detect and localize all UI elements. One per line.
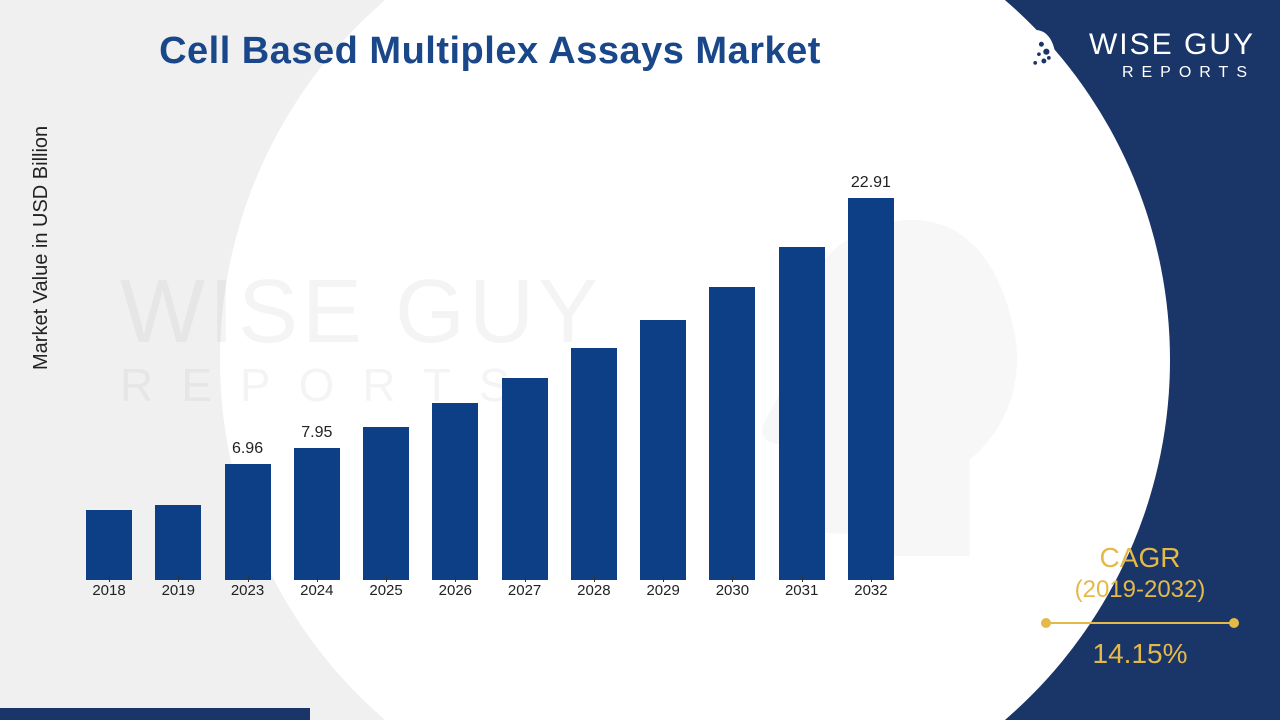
x-tick-2024: 2024 (288, 582, 346, 599)
bar-rect (640, 320, 686, 580)
bottom-accent-strip (0, 708, 310, 720)
bar-2032: 22.91 (842, 198, 900, 580)
bar-value-label: 22.91 (851, 174, 891, 192)
bar-rect (779, 247, 825, 580)
x-tick-2025: 2025 (357, 582, 415, 599)
bar-2028 (565, 348, 623, 580)
chart-plot-area: 6.967.9522.91 (80, 180, 900, 580)
x-tick-2027: 2027 (496, 582, 554, 599)
bar-rect (363, 427, 409, 580)
bar-value-label: 7.95 (301, 424, 332, 442)
x-tick-2023: 2023 (219, 582, 277, 599)
bar-value-label: 6.96 (232, 440, 263, 458)
brand-logo: WISE GUY REPORTS (1089, 30, 1255, 82)
x-tick-2030: 2030 (703, 582, 761, 599)
figure-root: WISE GUY REPORTS Cell Based Multiplex As… (0, 0, 1280, 720)
cagr-period: (2019-2032) (1030, 576, 1250, 604)
x-tick-2031: 2031 (773, 582, 831, 599)
bar-rect (86, 510, 132, 580)
bar-2018 (80, 510, 138, 580)
bar-2030 (703, 287, 761, 580)
bar-rect (225, 464, 271, 580)
bar-rect (155, 505, 201, 580)
bar-2029 (634, 320, 692, 580)
brand-line2: REPORTS (1089, 64, 1255, 82)
x-axis: 2018 2019 2023 2024 2025 2026 2027 2028 2029 2030… (80, 582, 900, 599)
bar-series: 6.967.9522.91 (80, 180, 900, 580)
logo-head-icon (998, 25, 1060, 97)
bar-2023: 6.96 (219, 464, 277, 580)
bar-2031 (773, 247, 831, 580)
cagr-value: 14.15% (1030, 638, 1250, 670)
bar-rect (432, 403, 478, 580)
bar-rect (571, 348, 617, 580)
x-tick-2029: 2029 (634, 582, 692, 599)
bar-rect (709, 287, 755, 580)
chart-title: Cell Based Multiplex Assays Market (60, 30, 920, 73)
bar-2025 (357, 427, 415, 580)
bar-rect (502, 378, 548, 580)
bar-2024: 7.95 (288, 448, 346, 581)
y-axis-label: Market Value in USD Billion (30, 126, 53, 370)
bar-rect (848, 198, 894, 580)
cagr-divider (1045, 622, 1235, 624)
x-tick-2019: 2019 (149, 582, 207, 599)
x-tick-2018: 2018 (80, 582, 138, 599)
bar-2027 (496, 378, 554, 580)
x-tick-2028: 2028 (565, 582, 623, 599)
brand-line1: WISE GUY (1089, 30, 1255, 60)
x-tick-2026: 2026 (426, 582, 484, 599)
bar-2026 (426, 403, 484, 580)
cagr-block: CAGR (2019-2032) 14.15% (1030, 542, 1250, 670)
bar-2019 (149, 505, 207, 580)
cagr-label: CAGR (1030, 542, 1250, 574)
x-tick-2032: 2032 (842, 582, 900, 599)
bar-rect (294, 448, 340, 581)
